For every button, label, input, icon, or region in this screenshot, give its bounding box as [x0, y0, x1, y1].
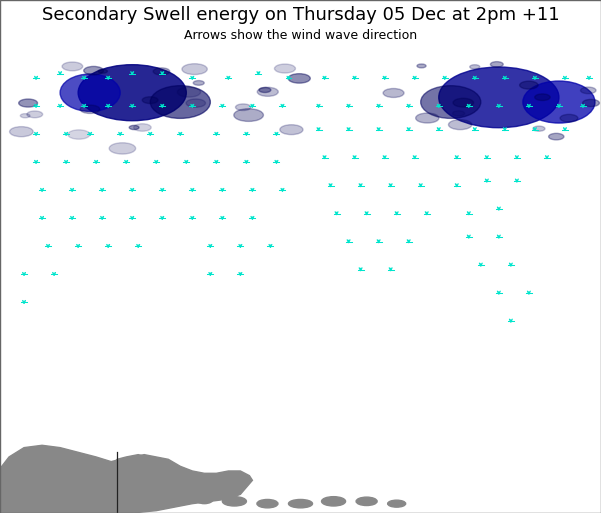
- Ellipse shape: [322, 497, 346, 506]
- Ellipse shape: [109, 143, 136, 154]
- Ellipse shape: [520, 81, 538, 89]
- Ellipse shape: [257, 87, 278, 96]
- Ellipse shape: [470, 65, 480, 69]
- Ellipse shape: [533, 126, 545, 131]
- Ellipse shape: [80, 105, 100, 113]
- Ellipse shape: [417, 64, 426, 68]
- Ellipse shape: [490, 62, 503, 67]
- Ellipse shape: [19, 99, 37, 107]
- Ellipse shape: [142, 97, 158, 104]
- Polygon shape: [0, 445, 252, 513]
- Text: Arrows show the wind wave direction: Arrows show the wind wave direction: [184, 29, 417, 43]
- Ellipse shape: [421, 86, 481, 119]
- Ellipse shape: [549, 133, 564, 140]
- Ellipse shape: [133, 124, 151, 131]
- Ellipse shape: [356, 497, 377, 505]
- Ellipse shape: [78, 65, 186, 121]
- Ellipse shape: [186, 99, 206, 107]
- Ellipse shape: [234, 109, 263, 122]
- Ellipse shape: [194, 81, 204, 85]
- Ellipse shape: [288, 500, 313, 508]
- Ellipse shape: [275, 64, 296, 73]
- Ellipse shape: [60, 74, 120, 111]
- Ellipse shape: [523, 81, 595, 123]
- Ellipse shape: [416, 113, 439, 123]
- Ellipse shape: [560, 114, 578, 122]
- Ellipse shape: [98, 69, 108, 73]
- Ellipse shape: [27, 111, 43, 117]
- Ellipse shape: [62, 62, 83, 71]
- Ellipse shape: [222, 497, 246, 506]
- Ellipse shape: [453, 98, 474, 107]
- Ellipse shape: [439, 67, 559, 128]
- Ellipse shape: [153, 68, 169, 75]
- Ellipse shape: [257, 500, 278, 508]
- Ellipse shape: [388, 500, 406, 507]
- Ellipse shape: [236, 104, 251, 110]
- Text: Secondary Swell energy on Thursday 05 Dec at 2pm +11: Secondary Swell energy on Thursday 05 De…: [41, 6, 560, 24]
- Ellipse shape: [535, 94, 550, 101]
- Ellipse shape: [150, 86, 210, 119]
- Ellipse shape: [129, 125, 139, 130]
- Polygon shape: [0, 469, 12, 513]
- Ellipse shape: [20, 114, 30, 118]
- Ellipse shape: [259, 87, 271, 92]
- Ellipse shape: [581, 87, 596, 94]
- Ellipse shape: [68, 130, 90, 139]
- Ellipse shape: [84, 66, 103, 75]
- Ellipse shape: [448, 120, 472, 130]
- Ellipse shape: [288, 74, 310, 83]
- Ellipse shape: [453, 111, 465, 116]
- Ellipse shape: [195, 495, 213, 504]
- Ellipse shape: [177, 87, 201, 97]
- Polygon shape: [111, 455, 180, 480]
- Ellipse shape: [582, 100, 599, 107]
- Ellipse shape: [280, 125, 303, 134]
- Ellipse shape: [10, 127, 33, 136]
- Ellipse shape: [182, 64, 207, 74]
- Ellipse shape: [383, 89, 404, 97]
